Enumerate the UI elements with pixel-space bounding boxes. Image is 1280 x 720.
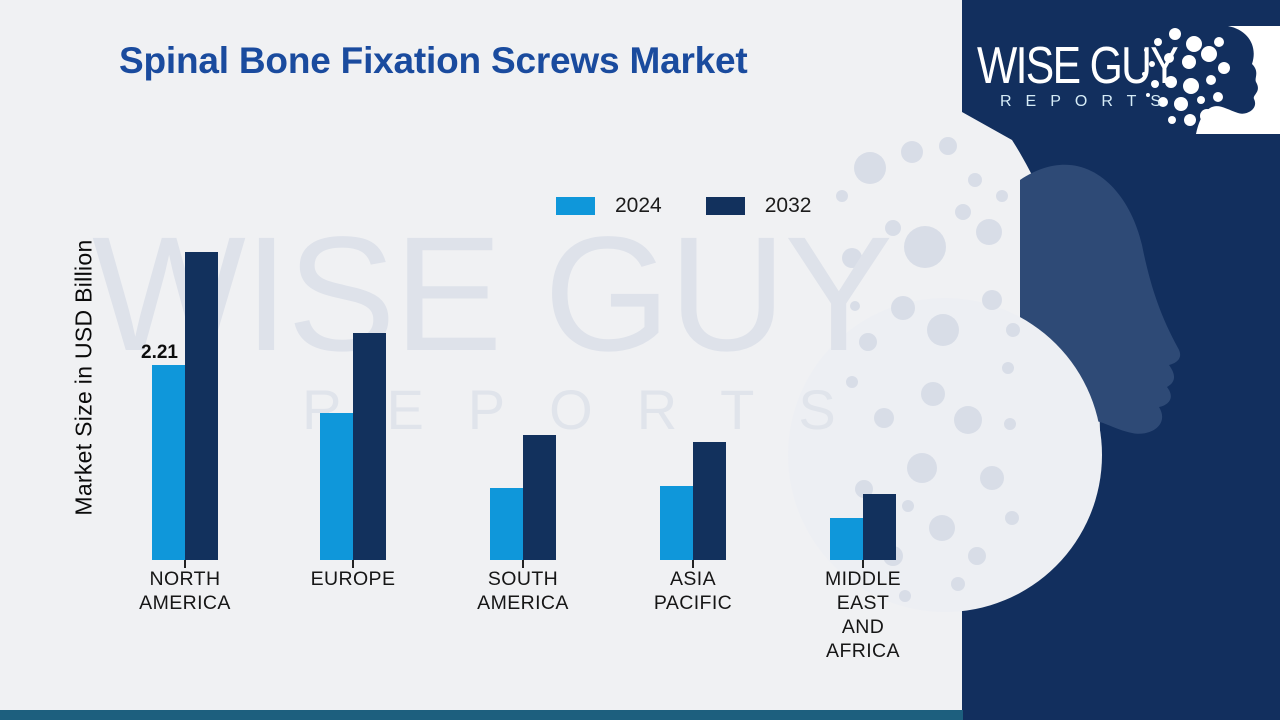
watermark-wordmark: WISE GUY: [92, 202, 893, 385]
bar-2032-south-america: [523, 435, 556, 560]
bar-2024-north-america: [152, 365, 185, 560]
decor-dots: [836, 137, 1020, 602]
bar-2024-asia-pacific: [660, 486, 693, 560]
face-profile-silhouette: [1020, 164, 1181, 580]
value-label-2024-north-america: 2.21: [141, 342, 178, 363]
wiseguy-logo-tagline: REPORTS: [1000, 93, 1176, 110]
legend-swatch-2024: [556, 197, 595, 215]
legend-item-2032: 2032: [705, 194, 812, 218]
bar-2032-europe: [353, 333, 386, 560]
wiseguy-logo-face-icon: [1142, 26, 1280, 134]
category-label-middle-east-and-africa: MIDDLE EAST AND AFRICA: [824, 568, 902, 662]
category-label-north-america: NORTH AMERICA: [139, 568, 231, 614]
legend-item-2024: 2024: [556, 194, 662, 218]
x-tick-south-america: [522, 560, 524, 568]
bar-2032-asia-pacific: [693, 442, 726, 560]
legend-label-2024: 2024: [615, 194, 662, 217]
bar-2032-middle-east-and-africa: [863, 494, 896, 560]
bar-2024-europe: [320, 413, 353, 560]
y-axis-label: Market Size in USD Billion: [70, 239, 97, 516]
bar-2024-middle-east-and-africa: [830, 518, 863, 560]
legend: 2024 2032: [556, 194, 811, 218]
wiseguy-logo-wordmark: WISE GUY: [977, 37, 1179, 95]
footer-accent-bar: [0, 710, 963, 720]
category-label-asia-pacific: ASIA PACIFIC: [653, 568, 733, 614]
watermark-tagline: REPORTS: [302, 378, 880, 441]
legend-swatch-2032: [705, 197, 745, 215]
bar-2032-north-america: [185, 252, 218, 560]
bar-2024-south-america: [490, 488, 523, 560]
x-tick-north-america: [184, 560, 186, 568]
category-label-south-america: SOUTH AMERICA: [477, 568, 569, 614]
chart-title: Spinal Bone Fixation Screws Market: [119, 40, 748, 81]
legend-label-2032: 2032: [764, 194, 812, 217]
x-tick-asia-pacific: [692, 560, 694, 568]
x-tick-europe: [352, 560, 354, 568]
category-label-europe: EUROPE: [310, 568, 396, 590]
x-tick-middle-east-and-africa: [862, 560, 864, 568]
